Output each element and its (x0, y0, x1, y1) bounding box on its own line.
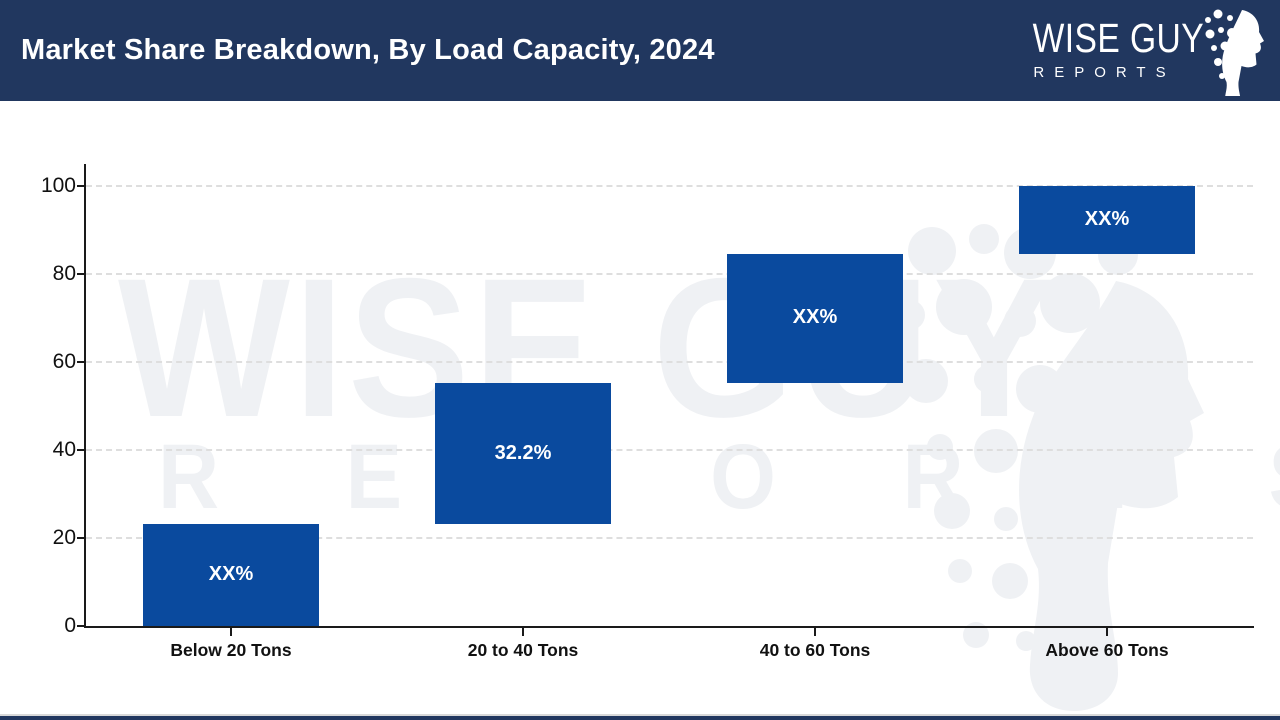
logo-wordmark: WISE GUY (1032, 15, 1204, 61)
y-axis-tick-60 (77, 361, 85, 363)
gridline-y-100 (86, 185, 1253, 187)
y-axis-tick-100 (77, 185, 85, 187)
bar-40-to-60-tons[interactable] (727, 254, 903, 383)
x-axis-category-label: Above 60 Tons (1045, 640, 1169, 660)
x-axis-tick (230, 628, 232, 636)
gridline-y-20 (86, 537, 1253, 539)
x-axis-category-label: 40 to 60 Tons (759, 640, 871, 660)
wise-guy-reports-logo: WISE GUY REPORTS (1004, 0, 1266, 101)
x-axis-category-label: 20 to 40 Tons (467, 640, 579, 660)
page-title: Market Share Breakdown, By Load Capacity… (21, 34, 715, 66)
bar-below-20-tons[interactable] (143, 524, 319, 626)
bar-value-label: XX% (792, 306, 838, 329)
x-axis-tick (522, 628, 524, 636)
gridline-y-40 (86, 449, 1253, 451)
watermark-face-dots (895, 224, 1204, 711)
gridline-y-80 (86, 273, 1253, 275)
y-axis-tick-40 (77, 449, 85, 451)
y-axis-label: 100 (40, 174, 76, 197)
gridline-y-60 (86, 361, 1253, 363)
x-axis-category-label: Below 20 Tons (170, 640, 292, 660)
header-band: Market Share Breakdown, By Load Capacity… (0, 0, 1280, 101)
bar-above-60-tons[interactable] (1019, 186, 1195, 255)
bar-value-label: XX% (208, 563, 254, 586)
y-axis-label: 20 (52, 526, 76, 549)
y-axis-tick-0 (77, 625, 85, 627)
y-axis-label: 80 (52, 262, 76, 285)
y-axis-tick-80 (77, 273, 85, 275)
y-axis-tick-20 (77, 537, 85, 539)
x-axis-tick (814, 628, 816, 636)
logo-face-icon (1205, 9, 1264, 96)
y-axis-line (84, 164, 86, 628)
y-axis-label: 60 (52, 350, 76, 373)
logo-reports-text: REPORTS (1033, 64, 1176, 81)
bar-20-to-40-tons[interactable] (435, 382, 611, 525)
footer-band (0, 716, 1280, 720)
footer-divider (0, 714, 1280, 716)
logo-text: WISE GUY REPORTS (995, 15, 1204, 81)
bar-value-label: XX% (1084, 208, 1130, 231)
y-axis-label: 40 (52, 438, 76, 461)
bar-value-label: 32.2% (494, 441, 552, 464)
x-axis-line (84, 626, 1254, 628)
x-axis-tick (1106, 628, 1108, 636)
y-axis-label: 0 (64, 614, 76, 637)
